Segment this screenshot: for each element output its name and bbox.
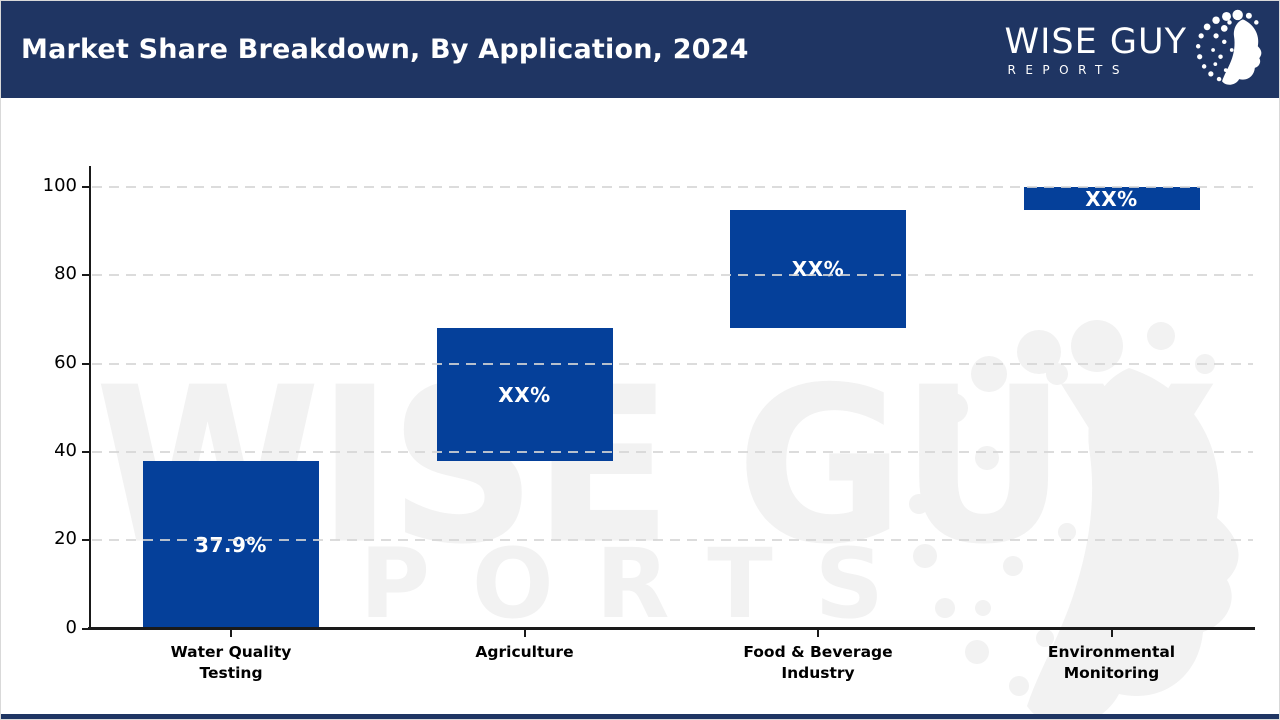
brand-logo: WISE GUY REPORTS — [1004, 8, 1267, 92]
gridline-100 — [92, 186, 1253, 188]
y-tick-label-60: 60 — [54, 351, 77, 373]
chart-canvas: WISE GUY REPORTS 0 20 40 60 80 100 37.9% Water … — [1, 98, 1279, 719]
x-tick-mark — [817, 630, 819, 637]
bar-value-label: XX% — [791, 257, 845, 282]
page-title: Market Share Breakdown, By Application, … — [21, 34, 749, 65]
y-tick-label-100: 100 — [42, 175, 77, 196]
x-axis-category-label-line: Environmental — [1047, 643, 1176, 661]
bar-segment: XX% — [730, 210, 906, 329]
bar-segment: XX% — [436, 328, 613, 462]
x-axis-category-label-line: Testing — [199, 664, 263, 682]
gridline-40 — [92, 450, 1253, 453]
x-axis-category-label-line: Water Quality — [170, 643, 292, 661]
y-tick-label-40: 40 — [54, 439, 77, 461]
x-axis-category-label-line: Industry — [781, 664, 855, 682]
y-tick-label-0: 0 — [65, 616, 77, 638]
y-tick-mark-60 — [82, 362, 90, 365]
bar-value-label: 37.9% — [195, 532, 267, 557]
brand-subtitle: REPORTS — [1007, 62, 1129, 77]
x-axis-category-label: Agriculture — [415, 642, 635, 663]
brand-name: WISE GUY — [1004, 21, 1187, 62]
footer-accent-bar — [1, 714, 1279, 719]
x-axis-category-label-line: Agriculture — [475, 643, 574, 661]
x-axis-category-label: Water Quality Testing — [121, 642, 341, 684]
x-axis-category-label-line: Monitoring — [1063, 664, 1160, 682]
y-tick-mark-0 — [82, 627, 90, 630]
brand-wordmark: WISE GUY REPORTS — [1004, 24, 1187, 77]
x-tick-mark — [230, 630, 232, 637]
bar-segment: XX% — [1023, 186, 1200, 211]
y-tick-mark-40 — [82, 450, 90, 453]
bar-value-label: XX% — [498, 382, 551, 407]
y-tick-mark-80 — [82, 274, 90, 277]
y-tick-label-20: 20 — [54, 528, 77, 550]
x-axis-line — [88, 627, 1255, 630]
x-tick-mark — [1110, 630, 1113, 637]
x-axis-category-label: Environmental Monitoring — [1002, 642, 1222, 684]
header-band: Market Share Breakdown, By Application, … — [1, 1, 1279, 98]
brand-face-icon — [1195, 9, 1262, 85]
y-tick-mark-20 — [82, 539, 90, 542]
gridline-20 — [92, 539, 1253, 542]
gridline-80 — [92, 274, 1253, 277]
gridline-60 — [92, 362, 1253, 365]
bar-segment: 37.9% — [143, 461, 319, 629]
y-tick-label-80: 80 — [54, 263, 77, 285]
x-axis-category-label-line: Food & Beverage — [743, 643, 893, 661]
bar-value-label: XX% — [1085, 186, 1138, 211]
y-tick-mark-100 — [82, 186, 90, 188]
x-tick-mark — [523, 630, 526, 637]
x-axis-category-label: Food & Beverage Industry — [708, 642, 928, 684]
y-axis-line — [89, 166, 91, 629]
